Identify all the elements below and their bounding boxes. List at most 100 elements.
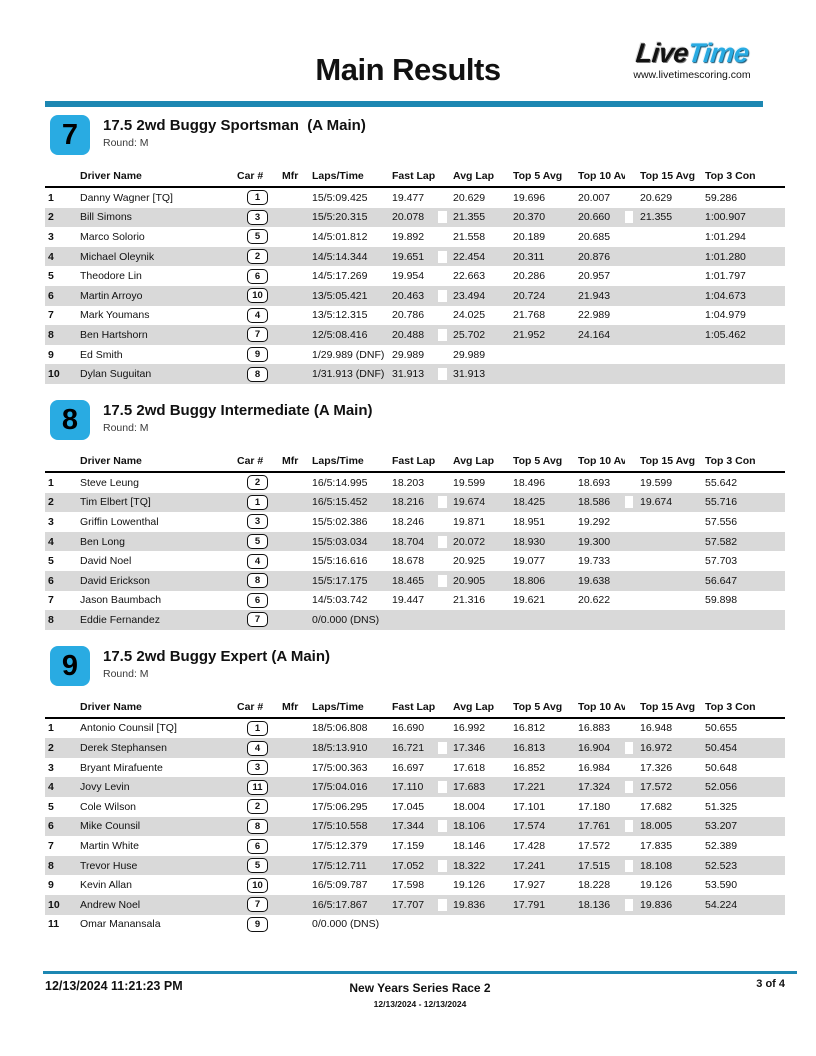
top10-avg-cell: 20.876 [578, 250, 611, 263]
race-header: 7 17.5 2wd Buggy Sportsman (A Main) Roun… [45, 115, 785, 157]
top3-con-cell: 1:01.797 [705, 270, 746, 283]
column-header: Top 3 Con [705, 454, 756, 467]
avg-lap-cell: 18.106 [438, 820, 507, 833]
table-row: 1 Steve Leung 2 16/5:14.995 18.203 19.599 18.4… [45, 473, 785, 493]
avg-lap-cell: 20.905 [438, 574, 507, 587]
table-row: 5 David Noel 4 15/5:16.616 18.678 20.925 19.07… [45, 551, 785, 571]
car-number-badge: 2 [247, 249, 268, 265]
fast-lap-cell: 17.052 [392, 859, 425, 872]
laps-time-cell: 14/5:14.344 [312, 250, 368, 263]
driver-name-cell: Jason Baumbach [80, 594, 162, 607]
table-row: 1 Danny Wagner [TQ] 1 15/5:09.425 19.477 20.6… [45, 188, 785, 208]
laps-time-cell: 18/5:13.910 [312, 742, 368, 755]
top10-avg-cell: 20.007 [578, 191, 611, 204]
avg-lap-cell: 18.322 [438, 859, 507, 872]
top5-avg-cell: 17.927 [513, 879, 546, 892]
laps-time-cell: 17/5:10.558 [312, 820, 368, 833]
top3-con-cell: 57.703 [705, 555, 738, 568]
top3-con-cell: 55.716 [705, 496, 738, 509]
position-cell: 2 [48, 496, 54, 509]
avg-lap-cell: 24.025 [438, 309, 507, 322]
top15-avg-cell: 21.355 [625, 211, 700, 224]
driver-name-cell: Martin White [80, 840, 139, 853]
position-cell: 7 [48, 594, 54, 607]
laps-time-cell: 17/5:00.363 [312, 761, 368, 774]
top5-avg-cell: 18.951 [513, 515, 546, 528]
position-cell: 10 [48, 898, 60, 911]
fast-lap-cell: 19.892 [392, 230, 425, 243]
driver-name-cell: Steve Leung [80, 476, 139, 489]
laps-time-cell: 0/0.000 (DNS) [312, 918, 380, 931]
position-cell: 4 [48, 781, 54, 794]
position-cell: 8 [48, 613, 54, 626]
table-row: 6 Martin Arroyo 10 13/5:05.421 20.463 23.494 2… [45, 285, 785, 306]
car-number-badge: 3 [247, 514, 268, 530]
car-number-badge: 11 [247, 779, 268, 795]
car-number-cell: 1 [235, 720, 280, 736]
footer-event-dates: 12/13/2024 - 12/13/2024 [373, 999, 467, 1009]
top5-avg-cell: 18.496 [513, 476, 546, 489]
car-number-cell: 8 [235, 366, 280, 382]
top10-avg-cell: 20.957 [578, 270, 611, 283]
position-cell: 3 [48, 230, 54, 243]
column-header: Car # [237, 700, 264, 713]
fast-lap-cell: 18.216 [392, 496, 425, 509]
table-row: 3 Bryant Mirafuente 3 17/5:00.363 16.697 17.6… [45, 758, 785, 778]
avg-lap-cell: 23.494 [438, 289, 507, 302]
driver-name-cell: Dylan Suguitan [80, 368, 152, 381]
column-header: Top 15 Avg [625, 700, 700, 713]
top15-avg-cell: 17.572 [625, 781, 700, 794]
race-header: 9 17.5 2wd Buggy Expert (A Main) Round: … [45, 645, 785, 688]
fast-lap-cell: 18.465 [392, 574, 425, 587]
avg-lap-cell: 19.126 [438, 879, 507, 892]
table-row: 5 Cole Wilson 2 17/5:06.295 17.045 18.004 17.1… [45, 797, 785, 817]
driver-name-cell: Trevor Huse [80, 859, 138, 872]
driver-name-cell: David Noel [80, 555, 132, 568]
car-number-cell: 2 [235, 249, 280, 265]
laps-time-cell: 13/5:05.421 [312, 289, 368, 302]
top5-avg-cell: 17.101 [513, 800, 546, 813]
position-cell: 4 [48, 250, 54, 263]
table-row: 7 Jason Baumbach 6 14/5:03.742 19.447 21.316 1… [45, 591, 785, 611]
column-header: Fast Lap [392, 170, 436, 182]
car-number-cell: 6 [235, 592, 280, 608]
position-cell: 6 [48, 574, 54, 587]
top3-con-cell: 54.224 [705, 898, 738, 911]
fast-lap-cell: 17.344 [392, 820, 425, 833]
column-header: Top 10 Avg [578, 170, 625, 182]
top5-avg-cell: 17.241 [513, 859, 546, 872]
race-title: 17.5 2wd Buggy Intermediate (A Main) [103, 401, 373, 419]
fast-lap-cell: 18.678 [392, 555, 425, 568]
car-number-cell: 1 [235, 190, 280, 206]
fast-lap-cell: 17.598 [392, 879, 425, 892]
table-row: 10 Andrew Noel 7 16/5:17.867 17.707 19.836 17.… [45, 895, 785, 915]
top5-avg-cell: 19.621 [513, 594, 546, 607]
laps-time-cell: 15/5:20.315 [312, 211, 368, 224]
race-title: 17.5 2wd Buggy Expert (A Main) [103, 647, 330, 665]
car-number-badge: 8 [247, 818, 268, 834]
position-cell: 11 [48, 918, 60, 931]
car-number-cell: 11 [235, 779, 280, 795]
table-row: 9 Ed Smith 9 1/29.989 (DNF) 29.989 29.989 [45, 345, 785, 365]
avg-lap-cell: 20.629 [438, 191, 507, 204]
top10-avg-cell: 19.292 [578, 515, 611, 528]
driver-name-cell: Mike Counsil [80, 820, 141, 833]
car-number-badge: 6 [247, 268, 268, 284]
column-header: Top 5 Avg [513, 170, 563, 182]
position-cell: 3 [48, 515, 54, 528]
driver-name-cell: Mark Youmans [80, 309, 150, 322]
page-footer: 12/13/2024 11:21:23 PM 3 of 4 New Years … [43, 971, 797, 1009]
car-number-badge: 4 [247, 307, 268, 323]
column-header: Mfr [282, 700, 299, 713]
race-number-badge: 7 [50, 115, 90, 155]
top3-con-cell: 57.556 [705, 515, 738, 528]
car-number-cell: 9 [235, 347, 280, 363]
logo-time-text: Time [686, 38, 750, 68]
driver-name-cell: Kevin Allan [80, 879, 132, 892]
table-row: 9 Kevin Allan 10 16/5:09.787 17.598 19.126 17.… [45, 875, 785, 895]
top3-con-cell: 1:00.907 [705, 211, 746, 224]
avg-lap-cell: 21.316 [438, 594, 507, 607]
car-number-badge: 3 [247, 209, 268, 225]
avg-lap-cell: 18.004 [438, 800, 507, 813]
